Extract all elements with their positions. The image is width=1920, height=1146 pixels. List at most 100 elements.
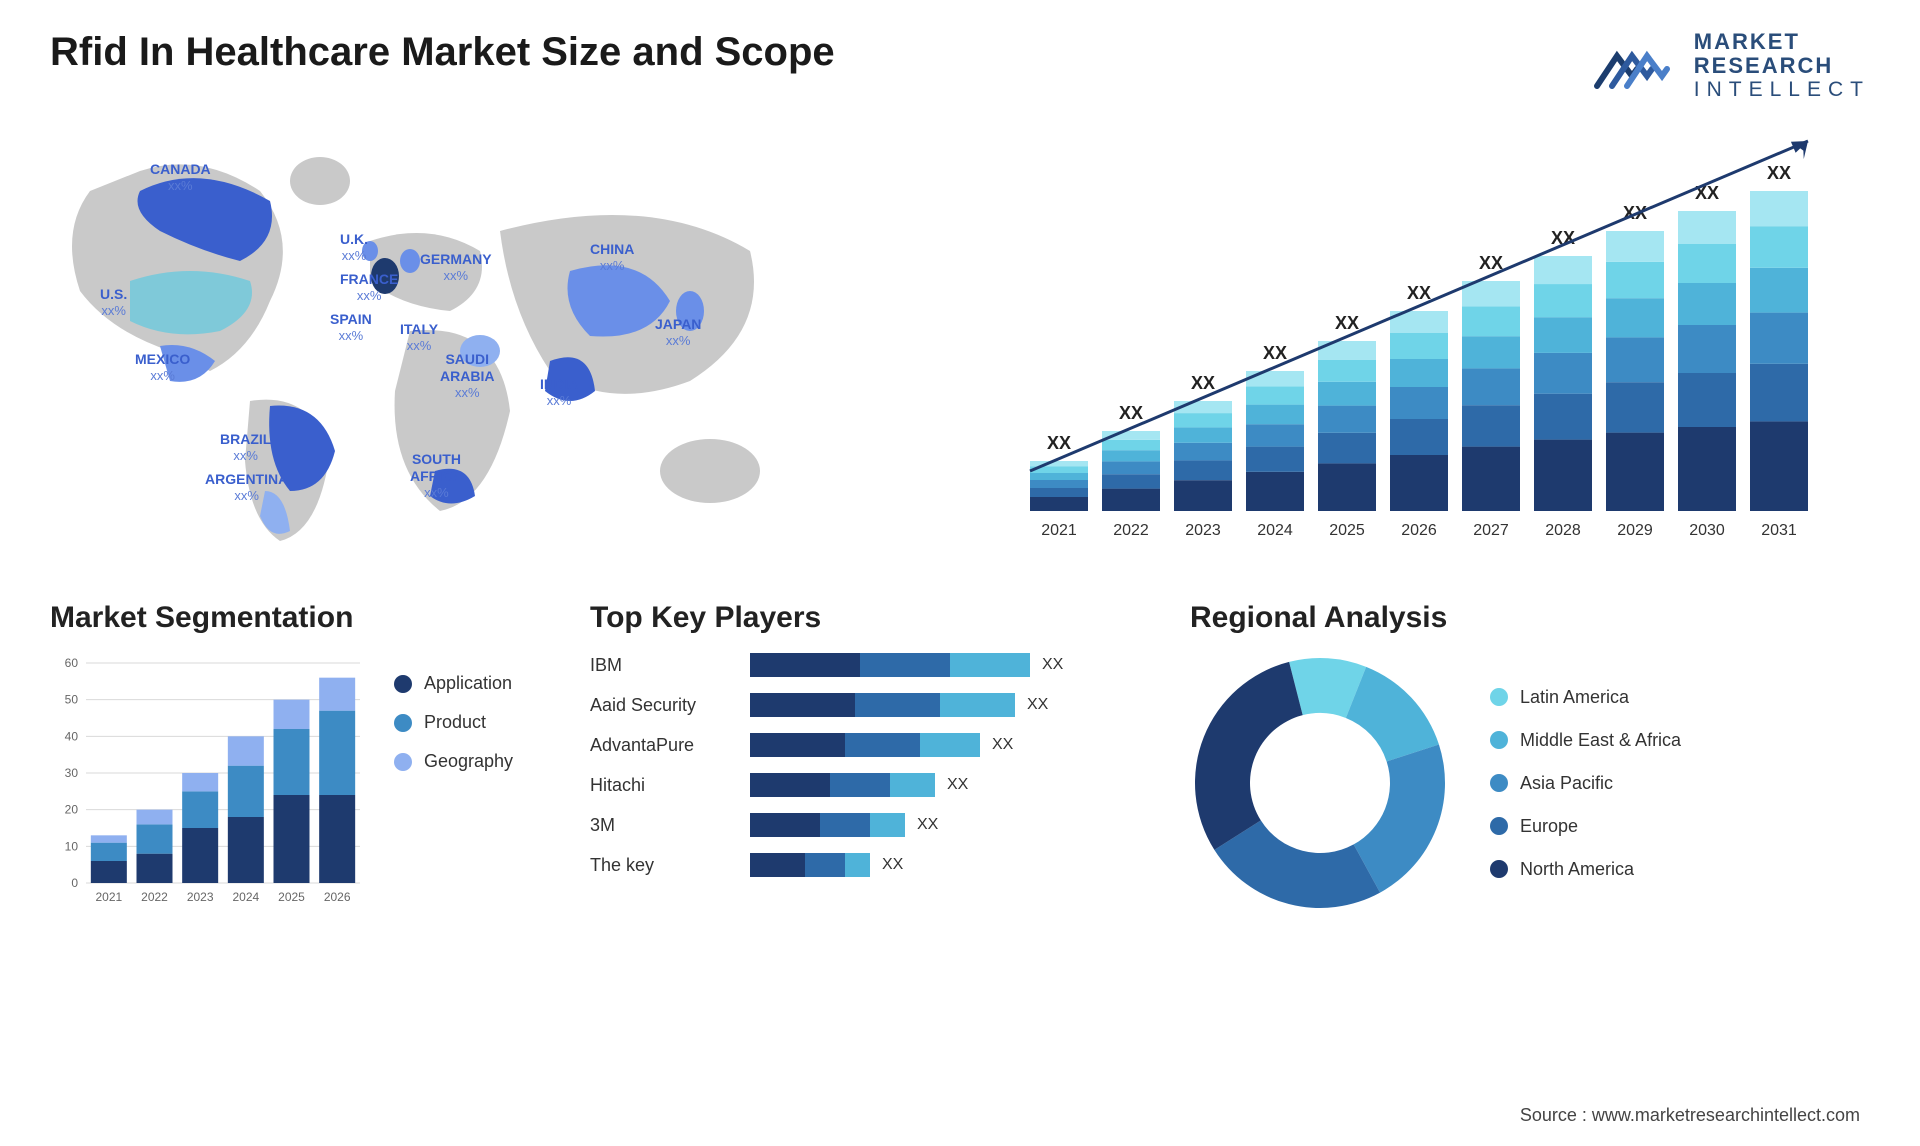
legend-item: Application xyxy=(394,673,513,694)
player-bar-row: XX xyxy=(750,813,1150,837)
player-bar-segment xyxy=(750,733,845,757)
svg-text:XX: XX xyxy=(1191,373,1215,393)
legend-swatch-icon xyxy=(394,714,412,732)
player-bar-segment xyxy=(920,733,980,757)
legend-item: Product xyxy=(394,712,513,733)
map-label: U.K.xx% xyxy=(340,231,368,263)
player-name: 3M xyxy=(590,813,730,837)
player-bar-segment xyxy=(820,813,870,837)
player-bar-row: XX xyxy=(750,773,1150,797)
player-bar-row: XX xyxy=(750,733,1150,757)
player-bar-segment xyxy=(750,773,830,797)
svg-text:2025: 2025 xyxy=(1329,522,1365,539)
segmentation-panel: Market Segmentation 01020304050602021202… xyxy=(50,601,550,913)
svg-text:2022: 2022 xyxy=(1113,522,1149,539)
players-bars: XX XX XX XX XX XX xyxy=(750,653,1150,877)
regional-donut xyxy=(1190,653,1450,913)
legend-swatch-icon xyxy=(1490,817,1508,835)
svg-text:10: 10 xyxy=(65,840,79,854)
legend-item: Middle East & Africa xyxy=(1490,730,1681,751)
player-bar-value: XX xyxy=(882,856,903,874)
svg-text:2030: 2030 xyxy=(1689,522,1725,539)
player-bar-value: XX xyxy=(947,776,968,794)
legend-label: Asia Pacific xyxy=(1520,773,1613,794)
segmentation-chart: 0102030405060202120222023202420252026 xyxy=(50,653,370,913)
player-bar-value: XX xyxy=(1042,656,1063,674)
svg-text:2026: 2026 xyxy=(1401,522,1437,539)
legend-label: North America xyxy=(1520,859,1634,880)
players-panel: Top Key Players IBMAaid SecurityAdvantaP… xyxy=(590,601,1150,913)
legend-swatch-icon xyxy=(394,753,412,771)
brand-logo: MARKET RESEARCH INTELLECT xyxy=(1592,30,1870,101)
regional-legend: Latin America Middle East & Africa Asia Pa… xyxy=(1490,687,1681,880)
logo-text-3: INTELLECT xyxy=(1694,78,1870,101)
players-title: Top Key Players xyxy=(590,601,1150,635)
svg-text:2023: 2023 xyxy=(187,890,214,904)
growth-chart-panel: XXXXXXXXXXXXXXXXXXXXXX 20212022202320242… xyxy=(1010,131,1870,551)
player-bar-segment xyxy=(870,813,905,837)
legend-swatch-icon xyxy=(1490,731,1508,749)
player-bar-segment xyxy=(890,773,935,797)
player-bar-segment xyxy=(860,653,950,677)
map-label: GERMANYxx% xyxy=(420,251,492,283)
svg-text:20: 20 xyxy=(65,803,79,817)
svg-text:2025: 2025 xyxy=(278,890,305,904)
map-label: ITALYxx% xyxy=(400,321,438,353)
player-bar-segment xyxy=(845,733,920,757)
player-bar-value: XX xyxy=(992,736,1013,754)
source-attribution: Source : www.marketresearchintellect.com xyxy=(1520,1105,1860,1126)
legend-swatch-icon xyxy=(394,675,412,693)
page-title: Rfid In Healthcare Market Size and Scope xyxy=(50,30,835,75)
map-label: CHINAxx% xyxy=(590,241,634,273)
map-label: SAUDIARABIAxx% xyxy=(440,351,494,400)
svg-text:40: 40 xyxy=(65,730,79,744)
legend-label: Middle East & Africa xyxy=(1520,730,1681,751)
regional-panel: Regional Analysis Latin AmericaMiddle Ea… xyxy=(1190,601,1870,913)
svg-text:XX: XX xyxy=(1335,313,1359,333)
world-map-panel: CANADAxx%U.S.xx%MEXICOxx%BRAZILxx%ARGENT… xyxy=(50,131,970,551)
svg-text:XX: XX xyxy=(1119,403,1143,423)
player-bar-row: XX xyxy=(750,693,1150,717)
legend-item: Asia Pacific xyxy=(1490,773,1681,794)
legend-item: Europe xyxy=(1490,816,1681,837)
player-name: The key xyxy=(590,853,730,877)
player-bar-segment xyxy=(805,853,845,877)
player-bar-segment xyxy=(750,693,855,717)
player-bar-segment xyxy=(750,853,805,877)
player-bar-segment xyxy=(750,813,820,837)
legend-swatch-icon xyxy=(1490,860,1508,878)
legend-item: North America xyxy=(1490,859,1681,880)
map-label: CANADAxx% xyxy=(150,161,211,193)
svg-text:2029: 2029 xyxy=(1617,522,1653,539)
legend-label: Geography xyxy=(424,751,513,772)
legend-label: Product xyxy=(424,712,486,733)
logo-text-1: MARKET xyxy=(1694,30,1870,54)
svg-text:XX: XX xyxy=(1407,283,1431,303)
svg-text:2026: 2026 xyxy=(324,890,351,904)
map-label: SPAINxx% xyxy=(330,311,372,343)
svg-text:60: 60 xyxy=(65,656,79,670)
player-name: Hitachi xyxy=(590,773,730,797)
map-label: FRANCExx% xyxy=(340,271,398,303)
legend-label: Latin America xyxy=(1520,687,1629,708)
svg-text:2021: 2021 xyxy=(95,890,122,904)
logo-text-2: RESEARCH xyxy=(1694,54,1870,78)
svg-text:XX: XX xyxy=(1767,163,1791,183)
legend-label: Europe xyxy=(1520,816,1578,837)
player-bar-segment xyxy=(845,853,870,877)
player-name: AdvantaPure xyxy=(590,733,730,757)
svg-text:2031: 2031 xyxy=(1761,522,1797,539)
svg-text:2023: 2023 xyxy=(1185,522,1221,539)
segmentation-legend: Application Product Geography xyxy=(394,653,513,913)
logo-mark-icon xyxy=(1592,36,1682,96)
map-label: SOUTHAFRICAxx% xyxy=(410,451,463,500)
map-label: MEXICOxx% xyxy=(135,351,190,383)
player-name: IBM xyxy=(590,653,730,677)
legend-swatch-icon xyxy=(1490,774,1508,792)
legend-swatch-icon xyxy=(1490,688,1508,706)
svg-text:XX: XX xyxy=(1047,433,1071,453)
svg-text:50: 50 xyxy=(65,693,79,707)
svg-text:2028: 2028 xyxy=(1545,522,1581,539)
legend-label: Application xyxy=(424,673,512,694)
player-bar-segment xyxy=(830,773,890,797)
